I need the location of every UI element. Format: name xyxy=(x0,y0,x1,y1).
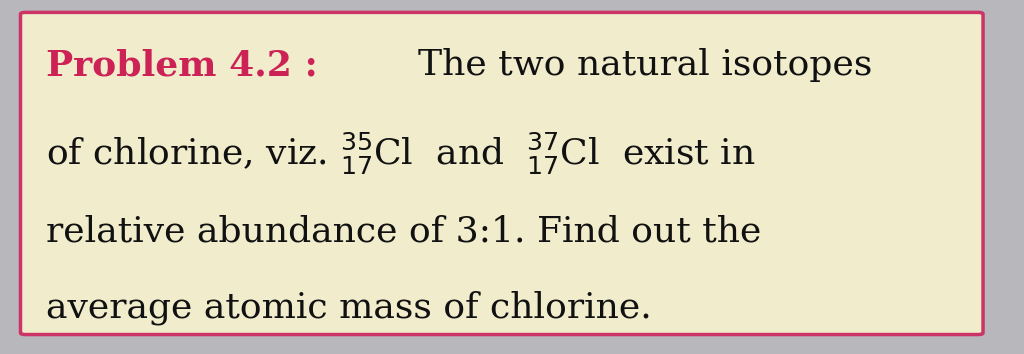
Text: of chlorine, viz. $^{35}_{17}$Cl  and  $^{37}_{17}$Cl  exist in: of chlorine, viz. $^{35}_{17}$Cl and $^{… xyxy=(46,131,756,177)
Text: relative abundance of 3:1. Find out the: relative abundance of 3:1. Find out the xyxy=(46,215,762,249)
Text: average atomic mass of chlorine.: average atomic mass of chlorine. xyxy=(46,291,652,325)
Text: The two natural isotopes: The two natural isotopes xyxy=(418,48,872,82)
FancyBboxPatch shape xyxy=(20,12,983,335)
Text: Problem 4.2 :: Problem 4.2 : xyxy=(46,48,331,82)
